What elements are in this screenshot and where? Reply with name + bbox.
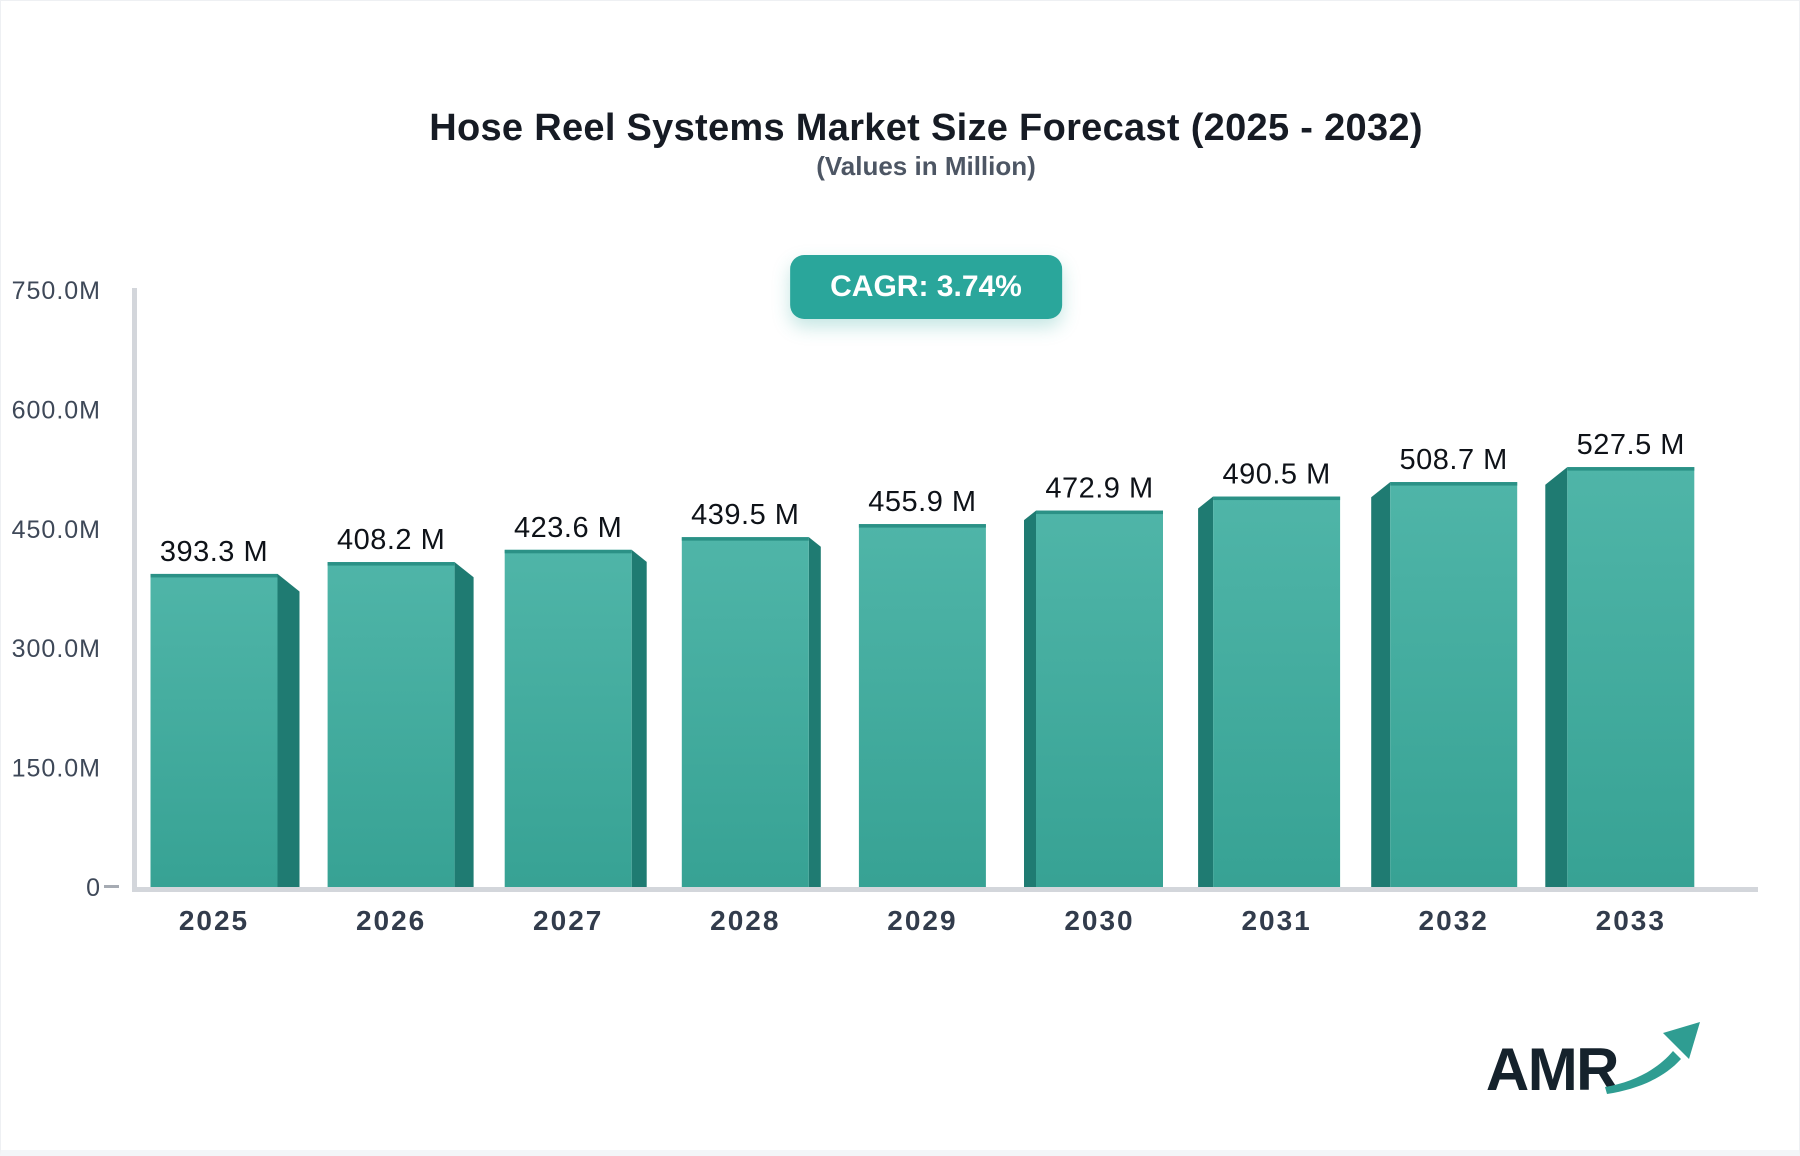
bar-front-face (150, 573, 278, 887)
bar-2031[interactable]: 490.5 M (1198, 459, 1341, 887)
bar-value-label: 490.5 M (1222, 459, 1330, 491)
x-axis-label: 2029 (887, 905, 957, 936)
bar-front-face (1036, 510, 1163, 887)
x-axis-label: 2033 (1596, 905, 1666, 936)
bar-value-label: 408.2 M (337, 524, 445, 556)
bar-side-face (1545, 467, 1568, 887)
bar-front-face (858, 524, 986, 887)
y-axis-label: 600.0M (12, 396, 101, 424)
arrow-head (1663, 1022, 1700, 1059)
bar-2032[interactable]: 508.7 M (1371, 444, 1518, 887)
bar-front-face (1567, 467, 1695, 887)
cagr-badge: CAGR: 3.74% (790, 255, 1062, 319)
bar-side-face (277, 573, 300, 887)
bar-value-label: 527.5 M (1577, 429, 1685, 461)
bar-value-label: 423.6 M (514, 512, 622, 544)
amr-logo-text: AMR (1485, 1036, 1620, 1103)
amr-logo: AMR (1486, 1016, 1704, 1100)
bar-side-face (1024, 510, 1036, 887)
chart-title: Hose Reel Systems Market Size Forecast (… (429, 107, 1423, 149)
bar-2026[interactable]: 408.2 M (327, 524, 474, 887)
bar-value-label: 393.3 M (160, 536, 268, 568)
y-axis-line (132, 288, 137, 887)
x-axis-label: 2025 (179, 905, 249, 936)
x-axis-label: 2027 (533, 905, 603, 936)
bar-front-face (1390, 482, 1518, 887)
x-axis-label: 2030 (1064, 905, 1134, 936)
bar-top-edge (504, 549, 632, 554)
x-axis-label: 2026 (356, 905, 426, 936)
y-axis-label: 750.0M (12, 277, 101, 305)
zero-tick-dash (104, 885, 119, 888)
bar-value-label: 439.5 M (691, 499, 799, 531)
bar-front-face (1213, 496, 1341, 887)
y-axis-label: 300.0M (12, 635, 101, 663)
chart-subtitle: (Values in Million) (816, 151, 1036, 181)
bar-top-edge (1036, 510, 1163, 515)
bar-2028[interactable]: 439.5 M (681, 499, 821, 887)
arrow-tail (1605, 1051, 1681, 1094)
bar-value-label: 455.9 M (868, 486, 976, 518)
bar-side-face (808, 537, 821, 887)
bar-side-face (1371, 482, 1391, 887)
bar-front-face (327, 562, 455, 887)
bar-front-face (681, 537, 809, 887)
bar-top-edge (327, 562, 455, 566)
x-axis-label: 2032 (1419, 905, 1489, 936)
y-axis-label: 150.0M (12, 755, 101, 783)
bar-top-edge (681, 537, 809, 541)
bar-side-face (631, 549, 647, 887)
bar-side-face (1198, 496, 1214, 887)
x-axis-label: 2028 (710, 905, 780, 936)
bar-front-face (504, 549, 632, 887)
bar-2025[interactable]: 393.3 M (150, 536, 300, 887)
bar-value-label: 508.7 M (1400, 444, 1508, 476)
y-axis-label: 450.0M (12, 516, 101, 544)
bar-top-edge (1390, 482, 1518, 486)
growth-arrow-icon (1605, 1022, 1700, 1094)
bar-value-label: 472.9 M (1045, 473, 1153, 505)
bar-side-face (454, 562, 474, 887)
bar-top-edge (1567, 467, 1695, 471)
bar-2030[interactable]: 472.9 M (1024, 473, 1163, 887)
bar-top-edge (150, 573, 278, 578)
bar-2027[interactable]: 423.6 M (504, 512, 647, 887)
y-axis-label: 0 (86, 874, 101, 902)
x-axis-label: 2031 (1241, 905, 1311, 936)
x-axis-line (132, 887, 1758, 892)
bar-2029[interactable]: 455.9 M (858, 486, 986, 887)
bar-top-edge (858, 524, 986, 528)
bar-top-edge (1213, 496, 1341, 501)
bar-2033[interactable]: 527.5 M (1545, 429, 1695, 887)
